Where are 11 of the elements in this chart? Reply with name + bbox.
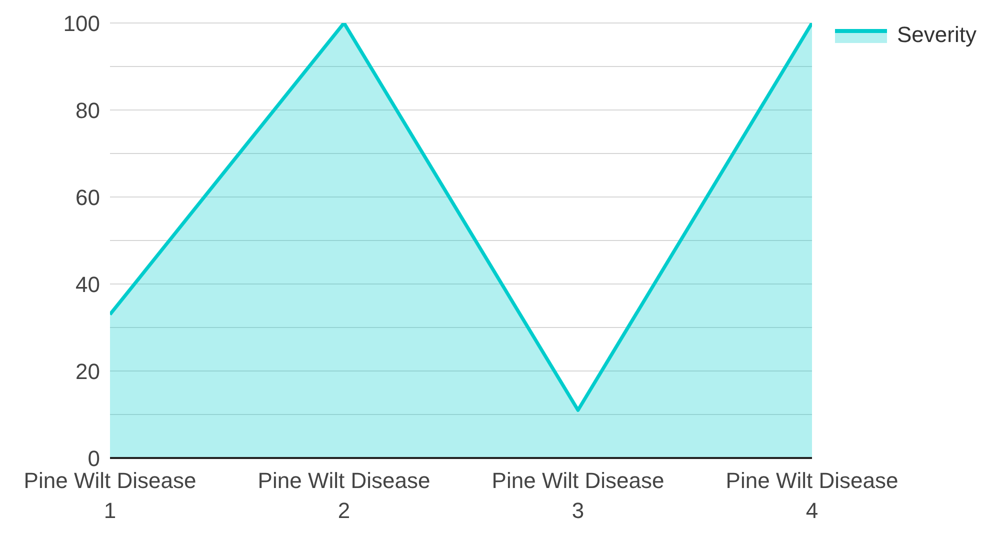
x-tick-label: Pine Wilt Disease 2: [258, 468, 430, 523]
y-tick-label: 40: [76, 272, 100, 297]
y-tick-label: 60: [76, 185, 100, 210]
legend-label: Severity: [897, 22, 976, 48]
y-tick-label: 80: [76, 98, 100, 123]
x-tick-label: Pine Wilt Disease 4: [726, 468, 898, 523]
y-tick-label: 0: [88, 446, 100, 471]
y-tick-label: 20: [76, 359, 100, 384]
x-tick-label: Pine Wilt Disease 1: [24, 468, 196, 523]
x-tick-label: Pine Wilt Disease 3: [492, 468, 664, 523]
y-tick-label: 100: [63, 11, 100, 36]
